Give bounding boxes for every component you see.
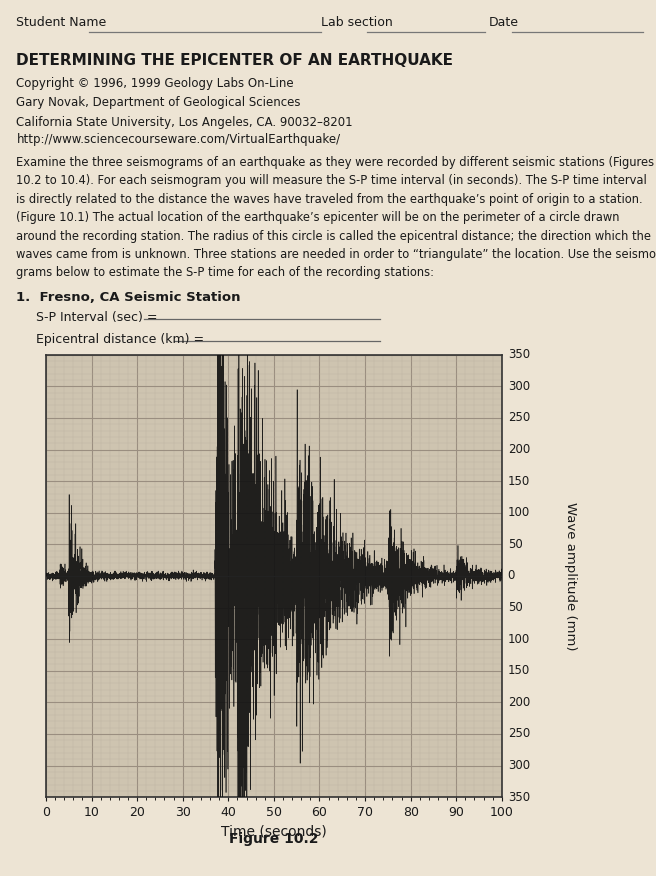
Text: 0: 0 [508, 569, 515, 583]
Text: DETERMINING THE EPICENTER OF AN EARTHQUAKE: DETERMINING THE EPICENTER OF AN EARTHQUA… [16, 53, 453, 67]
Text: Copyright © 1996, 1999 Geology Labs On-Line: Copyright © 1996, 1999 Geology Labs On-L… [16, 77, 294, 90]
Text: California State University, Los Angeles, CA. 90032–8201: California State University, Los Angeles… [16, 116, 353, 129]
Text: 150: 150 [508, 475, 530, 488]
Text: S-P Interval (sec) =: S-P Interval (sec) = [36, 311, 157, 324]
Text: Wave amplitude (mm): Wave amplitude (mm) [564, 502, 577, 650]
Text: Examine the three seismograms of an earthquake as they were recorded by differen: Examine the three seismograms of an eart… [16, 156, 655, 169]
Text: 300: 300 [508, 759, 530, 772]
Text: 350: 350 [508, 791, 530, 803]
Text: http://www.sciencecourseware.com/VirtualEarthquake/: http://www.sciencecourseware.com/Virtual… [16, 133, 340, 146]
Text: Lab section: Lab section [321, 16, 393, 29]
Text: 50: 50 [508, 538, 522, 551]
Text: 1.  Fresno, CA Seismic Station: 1. Fresno, CA Seismic Station [16, 291, 241, 304]
Text: (Figure 10.1) The actual location of the earthquake’s epicenter will be on the p: (Figure 10.1) The actual location of the… [16, 211, 620, 224]
Text: grams below to estimate the S-P time for each of the recording stations:: grams below to estimate the S-P time for… [16, 266, 434, 279]
Text: Student Name: Student Name [16, 16, 107, 29]
Text: 350: 350 [508, 349, 530, 361]
Text: 250: 250 [508, 412, 530, 425]
Text: waves came from is unknown. Three stations are needed in order to “triangulate” : waves came from is unknown. Three statio… [16, 248, 656, 261]
Text: Epicentral distance (km) =: Epicentral distance (km) = [36, 333, 204, 346]
X-axis label: Time (seconds): Time (seconds) [221, 824, 327, 838]
Text: around the recording station. The radius of this circle is called the epicentral: around the recording station. The radius… [16, 230, 651, 243]
Text: Date: Date [489, 16, 519, 29]
Text: 200: 200 [508, 443, 530, 456]
Text: 100: 100 [508, 632, 530, 646]
Text: 100: 100 [508, 506, 530, 519]
Text: 150: 150 [508, 664, 530, 677]
Text: Figure 10.2: Figure 10.2 [229, 832, 319, 846]
Text: Gary Novak, Department of Geological Sciences: Gary Novak, Department of Geological Sci… [16, 96, 301, 110]
Text: 50: 50 [508, 601, 522, 614]
Text: 300: 300 [508, 380, 530, 392]
Text: 200: 200 [508, 696, 530, 709]
Text: 10.2 to 10.4). For each seismogram you will measure the S-P time interval (in se: 10.2 to 10.4). For each seismogram you w… [16, 174, 647, 187]
Text: 250: 250 [508, 727, 530, 740]
Text: is directly related to the distance the waves have traveled from the earthquake’: is directly related to the distance the … [16, 193, 643, 206]
